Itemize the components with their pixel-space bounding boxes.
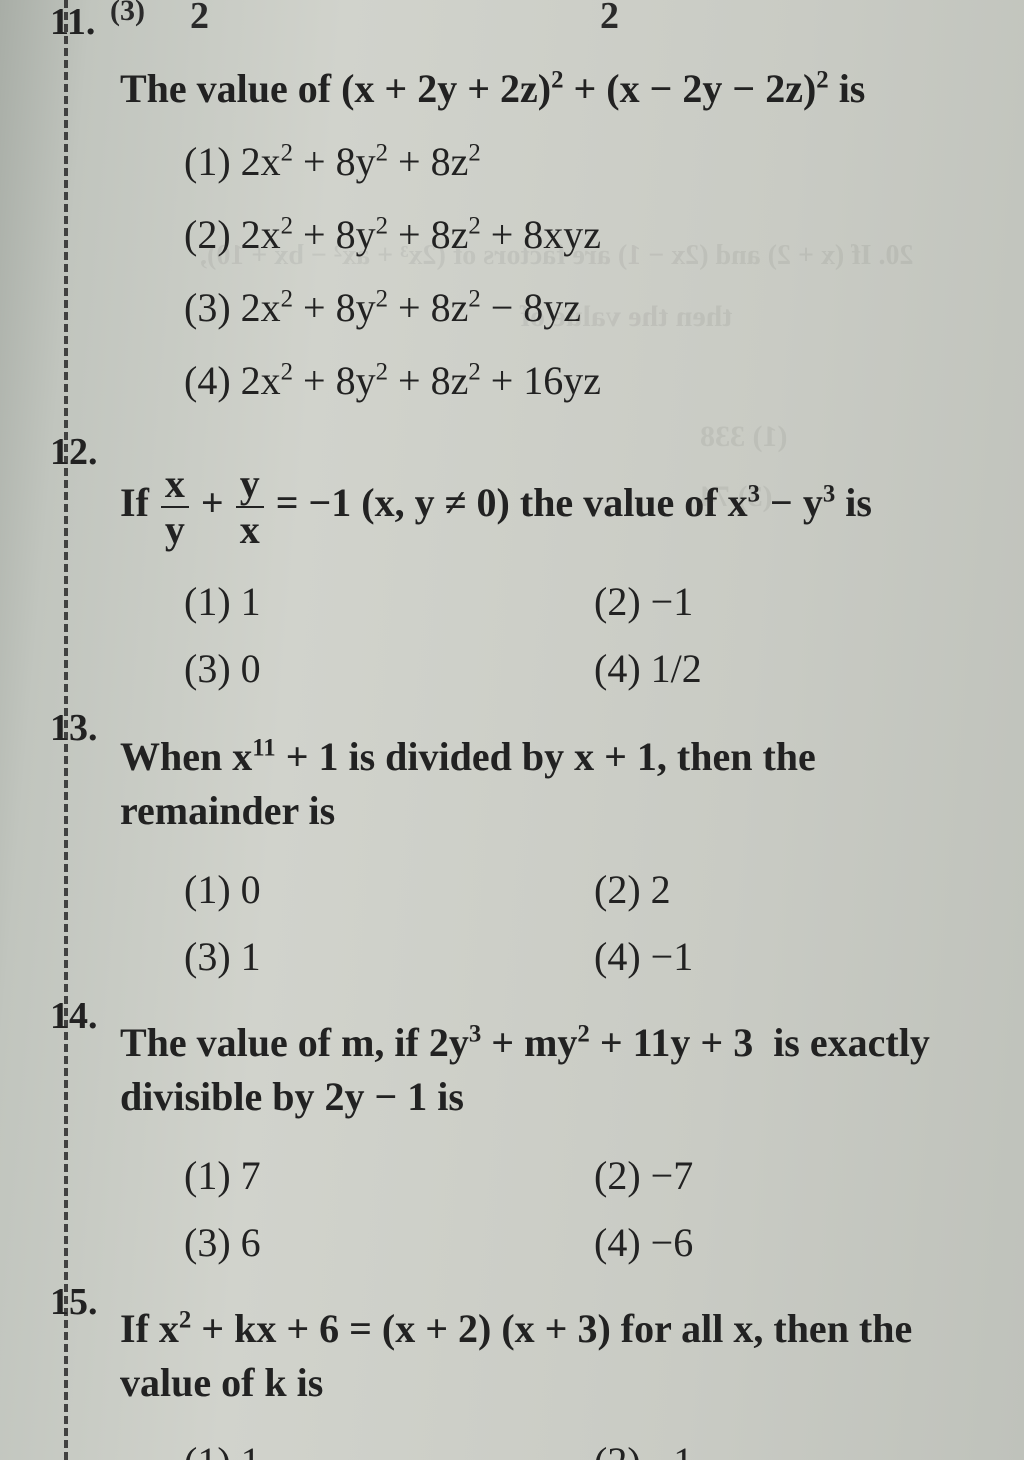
page: then the value of (1) 338 (3) 74 20. If … [0, 0, 1024, 1460]
option-4: (4) 2x2 + 8y2 + 8z2 + 16yz [184, 357, 984, 404]
question-stem: When x11 + 1 is divided by x + 1, then t… [120, 730, 984, 838]
option-4: (4) −6 [594, 1219, 984, 1266]
question-stem: If x2 + kx + 6 = (x + 2) (x + 3) for all… [120, 1302, 984, 1410]
option-1: (1) 1 [184, 578, 574, 625]
options-single-col: (1) 2x2 + 8y2 + 8z2 (2) 2x2 + 8y2 + 8z2 … [184, 138, 984, 404]
question-number: 13. [50, 706, 98, 750]
question-13: 13. When x11 + 1 is divided by x + 1, th… [120, 706, 984, 994]
option-3: (3) 1 [184, 933, 574, 980]
option-2: (2) 2 [594, 866, 984, 913]
question-stem: The value of (x + 2y + 2z)2 + (x − 2y − … [120, 62, 984, 116]
options-two-col: (1) 1 (2) −1 (3) 0 (4) 1/2 [184, 572, 984, 706]
option-1: (1) 0 [184, 866, 574, 913]
question-stem: The value of m, if 2y3 + my2 + 11y + 3 i… [120, 1016, 984, 1124]
question-stem: If xy + yx = −1 (x, y ≠ 0) the value of … [120, 464, 984, 550]
option-1: (1) 2x2 + 8y2 + 8z2 [184, 138, 984, 185]
question-number: 11. [50, 0, 95, 44]
option-4: (4) −1 [594, 933, 984, 980]
options-two-col: (1) 1 (2) −1 (3) 5 (4) 3 [184, 1432, 984, 1460]
option-2: (2) −1 [594, 578, 984, 625]
question-number: 14. [50, 994, 98, 1038]
option-1: (1) 1 [184, 1438, 574, 1460]
stem-pre: If [120, 480, 159, 525]
question-14: 14. The value of m, if 2y3 + my2 + 11y +… [120, 994, 984, 1280]
question-11: 11. The value of (x + 2y + 2z)2 + (x − 2… [120, 0, 984, 404]
question-number: 15. [50, 1280, 98, 1324]
option-4: (4) 1/2 [594, 645, 984, 692]
question-12: 12. If xy + yx = −1 (x, y ≠ 0) the value… [120, 430, 984, 706]
option-1: (1) 7 [184, 1152, 574, 1199]
option-2: (2) −1 [594, 1438, 984, 1460]
fraction-x-over-y: xy [161, 464, 189, 550]
option-3: (3) 6 [184, 1219, 574, 1266]
question-number: 12. [50, 430, 98, 474]
fraction-y-over-x: yx [236, 464, 264, 550]
option-2: (2) 2x2 + 8y2 + 8z2 + 8xyz [184, 211, 984, 258]
question-15: 15. If x2 + kx + 6 = (x + 2) (x + 3) for… [120, 1280, 984, 1460]
options-two-col: (1) 0 (2) 2 (3) 1 (4) −1 [184, 860, 984, 994]
option-3: (3) 2x2 + 8y2 + 8z2 − 8yz [184, 284, 984, 331]
option-2: (2) −7 [594, 1152, 984, 1199]
options-two-col: (1) 7 (2) −7 (3) 6 (4) −6 [184, 1146, 984, 1280]
option-3: (3) 0 [184, 645, 574, 692]
stem-mid: = −1 (x, y ≠ 0) the value of x3 − y3 is [276, 480, 872, 525]
